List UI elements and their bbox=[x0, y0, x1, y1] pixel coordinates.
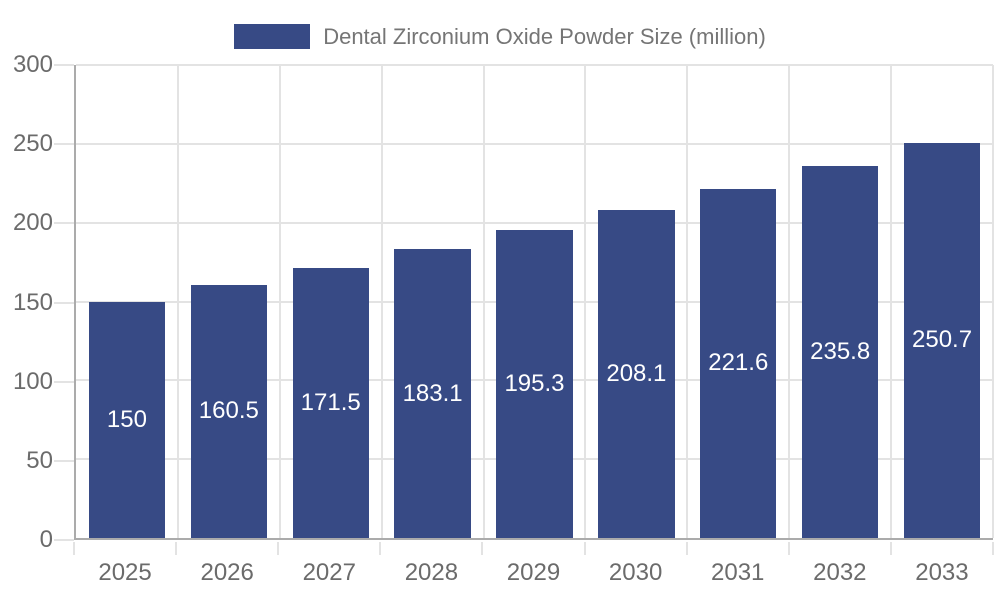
x-tick-mark bbox=[685, 542, 688, 555]
bar-value-label: 150 bbox=[106, 405, 147, 433]
bar-value-label: 221.6 bbox=[708, 349, 769, 377]
y-tick-label: 150 bbox=[12, 288, 53, 316]
y-tick-mark bbox=[54, 380, 74, 383]
bar-value-label: 171.5 bbox=[300, 388, 361, 416]
x-tick-mark bbox=[787, 542, 790, 555]
y-tick-label: 200 bbox=[12, 209, 53, 237]
y-tick-mark bbox=[54, 539, 74, 541]
x-tick-label: 2030 bbox=[608, 559, 663, 586]
vertical-gridline bbox=[584, 65, 587, 538]
x-tick-label: 2029 bbox=[506, 559, 561, 586]
horizontal-gridline bbox=[76, 64, 993, 66]
y-axis: 0 50 100 150 200 250 300 bbox=[0, 51, 74, 553]
bar-value-label: 195.3 bbox=[504, 370, 565, 398]
y-tick-mark bbox=[54, 64, 74, 66]
y-tick-label: 50 bbox=[26, 446, 53, 474]
vertical-gridline bbox=[788, 65, 791, 538]
x-tick-mark bbox=[73, 542, 75, 555]
bar[interactable]: 235.8 bbox=[801, 166, 879, 538]
y-tick-mark bbox=[54, 222, 74, 225]
vertical-gridline bbox=[686, 65, 689, 538]
x-axis: 2025 2026 2027 2028 2029 2030 2031 2032 2033 bbox=[73, 540, 994, 598]
x-tick-label: 2032 bbox=[813, 559, 867, 586]
bar-value-label: 160.5 bbox=[198, 397, 259, 425]
bar-value-label: 250.7 bbox=[912, 326, 973, 354]
x-tick-mark bbox=[481, 542, 484, 555]
plot-area: 150 160.5 171.5 183.1 195.3 208.1 221.6 235.8 25… bbox=[74, 64, 994, 540]
x-tick-mark bbox=[277, 542, 280, 555]
y-tick-label: 300 bbox=[12, 51, 53, 78]
x-tick-label: 2025 bbox=[98, 559, 152, 586]
horizontal-gridline bbox=[76, 142, 993, 145]
y-tick-label: 250 bbox=[12, 130, 53, 158]
bar-value-label: 183.1 bbox=[402, 379, 463, 407]
bar[interactable]: 171.5 bbox=[292, 267, 369, 538]
y-tick-mark bbox=[54, 143, 74, 146]
y-tick-mark bbox=[54, 459, 74, 462]
horizontal-gridline bbox=[76, 221, 993, 224]
bar[interactable]: 183.1 bbox=[394, 249, 471, 538]
y-tick-mark bbox=[54, 301, 74, 304]
vertical-gridline bbox=[278, 65, 281, 538]
x-tick-label: 2031 bbox=[711, 559, 765, 586]
bar-value-label: 235.8 bbox=[810, 338, 871, 366]
bar[interactable]: 150 bbox=[88, 301, 166, 538]
x-tick-mark bbox=[889, 542, 892, 555]
x-tick-mark bbox=[583, 542, 586, 555]
x-tick-mark bbox=[175, 542, 178, 555]
x-tick-label: 2033 bbox=[915, 559, 969, 586]
legend-label: Dental Zirconium Oxide Powder Size (mill… bbox=[323, 23, 766, 49]
x-tick-label: 2028 bbox=[404, 559, 459, 586]
x-tick-label: 2026 bbox=[200, 559, 254, 586]
y-tick-label: 0 bbox=[39, 526, 53, 553]
x-tick-mark bbox=[379, 542, 382, 555]
x-tick-label: 2027 bbox=[302, 559, 356, 586]
vertical-gridline bbox=[482, 65, 485, 538]
bar[interactable]: 160.5 bbox=[190, 284, 268, 538]
bar[interactable]: 208.1 bbox=[598, 209, 675, 538]
y-tick-label: 100 bbox=[12, 367, 53, 395]
vertical-gridline bbox=[992, 65, 994, 538]
bar-value-label: 208.1 bbox=[606, 359, 667, 387]
bar[interactable]: 221.6 bbox=[700, 188, 777, 538]
bar[interactable]: 250.7 bbox=[903, 142, 981, 538]
vertical-gridline bbox=[176, 65, 179, 538]
vertical-gridline bbox=[890, 65, 893, 538]
vertical-gridline bbox=[380, 65, 383, 538]
x-tick-mark bbox=[992, 542, 994, 555]
legend-swatch-icon bbox=[234, 24, 311, 49]
chart-legend[interactable]: Dental Zirconium Oxide Powder Size (mill… bbox=[0, 23, 1000, 50]
bar[interactable]: 195.3 bbox=[496, 230, 573, 538]
